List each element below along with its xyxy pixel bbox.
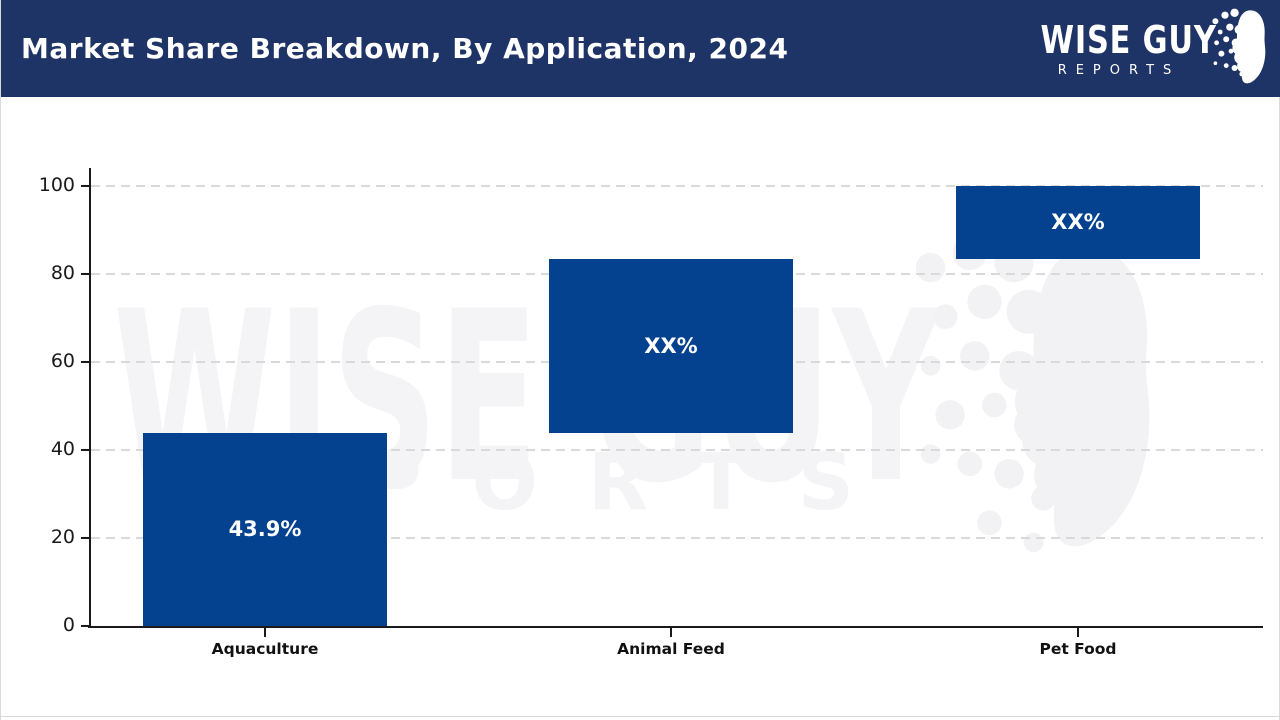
logo-subtext: REPORTS <box>1057 63 1181 78</box>
chart-plot-area: 0 20 40 60 80 100 43.9% XX% XX% Aquaculture Animal… <box>1 97 1280 720</box>
bar-value-label: XX% <box>644 333 698 358</box>
y-tick-label: 0 <box>62 614 75 636</box>
page-title: Market Share Breakdown, By Application, … <box>21 32 789 65</box>
header-bar: Market Share Breakdown, By Application, … <box>1 0 1280 97</box>
x-category-label: Animal Feed <box>617 640 725 658</box>
y-axis-tick <box>81 625 90 627</box>
x-axis-tick <box>1077 628 1079 637</box>
bar: XX% <box>549 258 793 433</box>
y-tick-label: 80 <box>50 262 75 284</box>
y-axis-tick <box>81 185 90 187</box>
gridline <box>91 185 1263 187</box>
logo-wordmark: WISE GUY <box>1040 18 1217 62</box>
bar-value-label: XX% <box>1051 210 1105 235</box>
y-tick-label: 20 <box>50 526 75 548</box>
bar: XX% <box>956 186 1200 259</box>
bar-value-label: 43.9% <box>228 517 302 542</box>
y-axis-tick <box>81 273 90 275</box>
x-category-label: Pet Food <box>1039 640 1117 658</box>
x-category-label: Aquaculture <box>211 640 319 658</box>
gridline <box>91 537 1263 539</box>
logo-text: WISE GUY REPORTS <box>1022 18 1217 78</box>
wiseguy-logo: WISE GUY REPORTS <box>1019 4 1269 94</box>
x-axis-tick <box>670 628 672 637</box>
x-axis-line <box>88 626 1263 628</box>
logo-face-icon <box>1212 8 1266 84</box>
y-axis-tick <box>81 537 90 539</box>
bar: 43.9% <box>143 432 387 626</box>
bottom-divider <box>1 716 1280 717</box>
y-tick-label: 40 <box>50 438 75 460</box>
x-axis-tick <box>264 628 266 637</box>
y-tick-label: 100 <box>38 174 75 196</box>
y-axis-line <box>89 168 91 628</box>
y-axis-tick <box>81 361 90 363</box>
gridline <box>91 449 1263 451</box>
y-axis-tick <box>81 449 90 451</box>
y-tick-label: 60 <box>50 350 75 372</box>
